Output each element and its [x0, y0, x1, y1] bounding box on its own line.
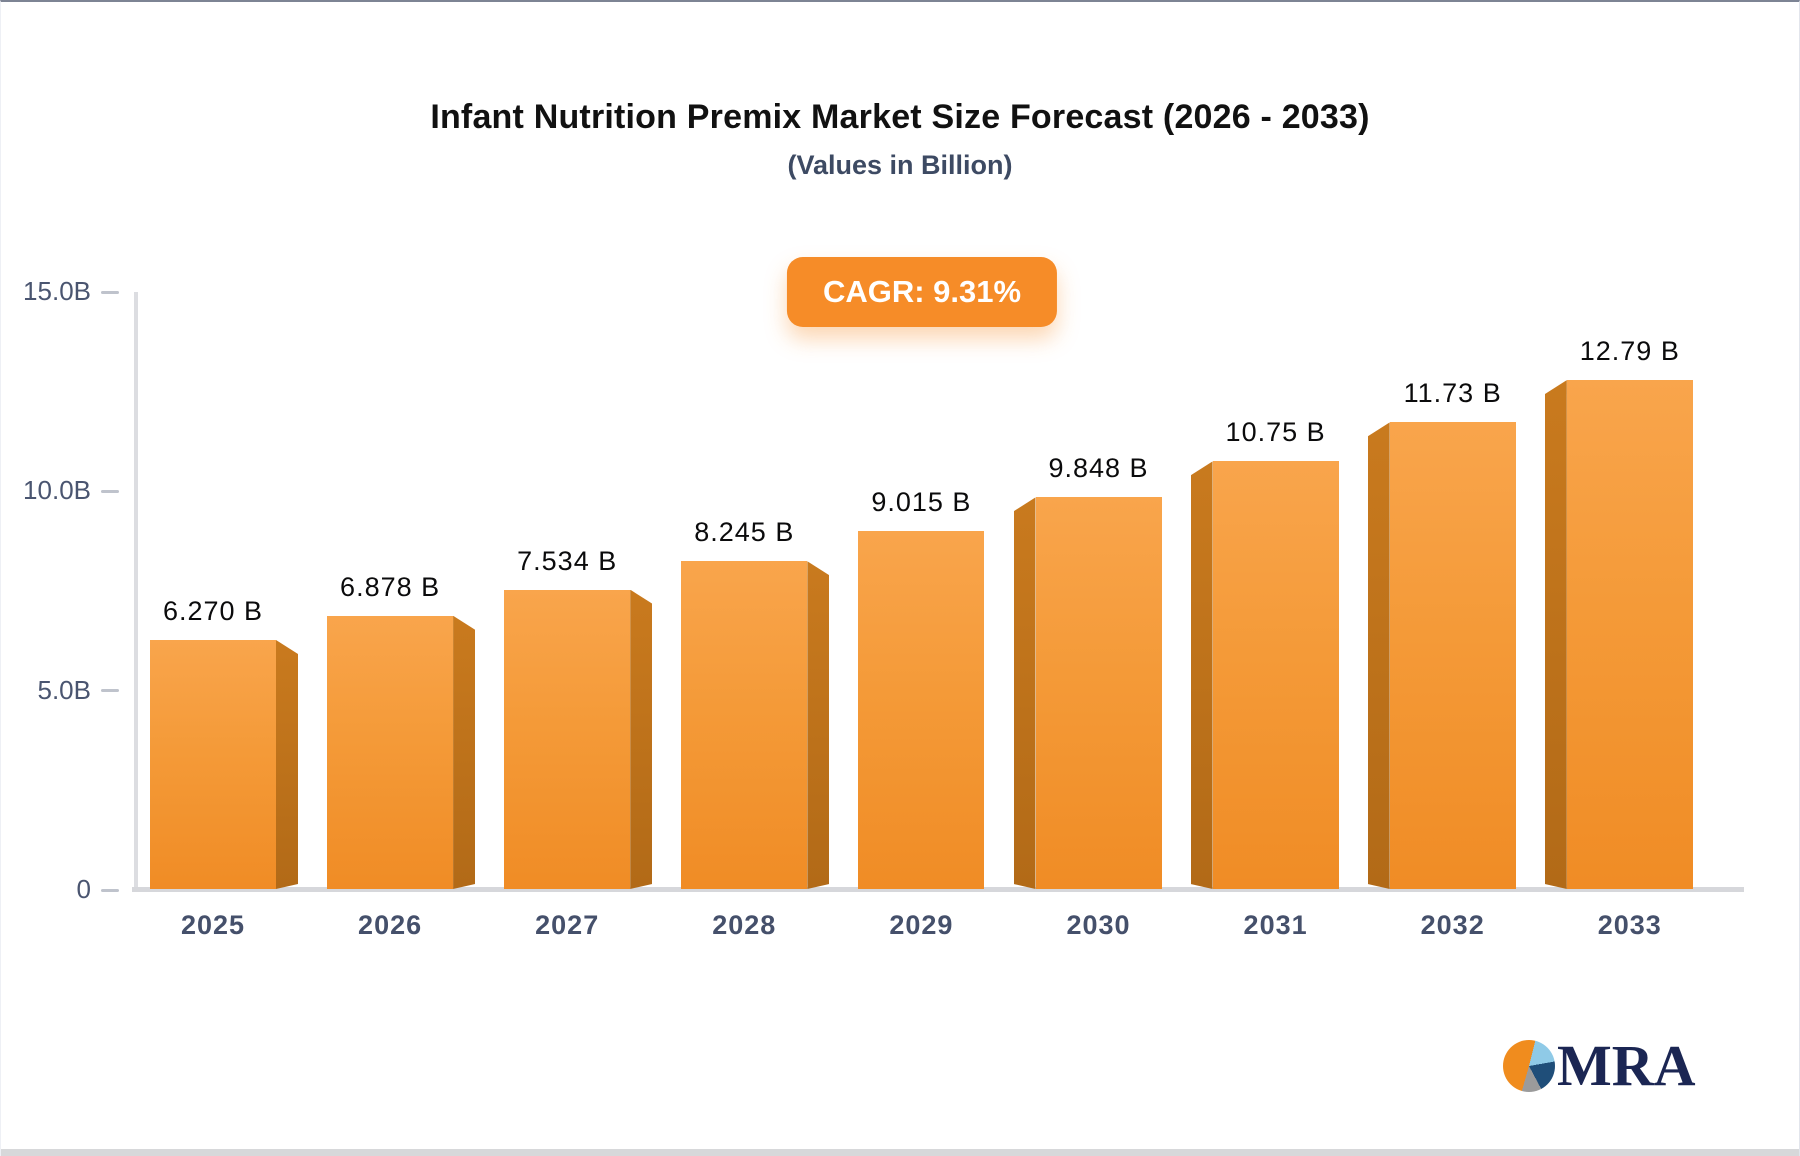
cagr-badge: CAGR: 9.31% — [786, 257, 1058, 327]
logo-text: MRA — [1557, 1033, 1696, 1098]
y-axis-line — [134, 292, 138, 890]
x-tick-label-2025: 2025 — [180, 910, 246, 940]
bar-side-face-2033 — [1545, 380, 1567, 889]
x-tick-label-2027: 2027 — [535, 910, 600, 940]
bar-2028 — [681, 561, 808, 889]
x-axis-line — [132, 887, 1744, 892]
bottom-strip — [1, 1149, 1799, 1156]
bar-side-face-2032 — [1368, 422, 1390, 889]
bar-2032 — [1389, 422, 1516, 889]
y-tick-label: 5.0B — [37, 674, 92, 705]
bar-2026 — [327, 615, 454, 889]
y-tick-label: 0 — [76, 874, 91, 904]
y-tick-mark — [101, 489, 119, 493]
bar-value-label-2026: 6.878 B — [340, 571, 441, 602]
y-tick-mark — [101, 888, 119, 892]
bar-value-label-2032: 11.73 B — [1403, 378, 1502, 409]
bar-value-label-2031: 10.75 B — [1225, 417, 1326, 448]
y-tick-label: 15.0B — [23, 276, 91, 306]
bar-side-face-2025 — [276, 640, 298, 889]
bar-value-label-2033: 12.79 B — [1579, 336, 1680, 367]
pie-chart-icon — [1503, 1040, 1555, 1092]
bar-side-face-2026 — [453, 616, 475, 889]
brand-logo: MRA — [1503, 1033, 1696, 1098]
bar-side-face-2027 — [630, 590, 652, 889]
bar-2030 — [1035, 497, 1162, 889]
bar-2031 — [1212, 461, 1339, 889]
bar-2025 — [150, 640, 276, 889]
x-tick-label-2029: 2029 — [889, 910, 954, 940]
x-tick-label-2028: 2028 — [712, 910, 777, 940]
x-tick-label-2031: 2031 — [1243, 910, 1308, 940]
bar-value-label-2027: 7.534 B — [517, 545, 618, 576]
bar-value-label-2029: 9.015 B — [871, 486, 972, 517]
chart-title: Infant Nutrition Premix Market Size Fore… — [430, 98, 1370, 136]
bar-2033 — [1566, 380, 1693, 889]
bar-2027 — [504, 589, 631, 889]
x-tick-label-2033: 2033 — [1597, 910, 1662, 940]
bar-side-face-2028 — [807, 561, 829, 889]
y-tick-mark — [101, 689, 119, 693]
bar-value-label-2028: 8.245 B — [694, 517, 795, 548]
bar-value-label-2030: 9.848 B — [1048, 453, 1149, 484]
x-tick-label-2026: 2026 — [358, 910, 423, 940]
bar-2029 — [858, 530, 985, 889]
bar-side-face-2031 — [1191, 461, 1213, 889]
cagr-badge-label: CAGR: 9.31% — [822, 274, 1022, 309]
bar-value-label-2025: 6.270 B — [162, 596, 264, 627]
y-tick-mark — [101, 290, 119, 294]
bar-side-face-2030 — [1014, 497, 1036, 889]
y-tick-label: 10.0B — [23, 475, 91, 506]
x-tick-label-2030: 2030 — [1066, 910, 1131, 940]
x-tick-label-2032: 2032 — [1420, 910, 1485, 940]
chart-subtitle: (Values in Billion) — [787, 150, 1013, 180]
